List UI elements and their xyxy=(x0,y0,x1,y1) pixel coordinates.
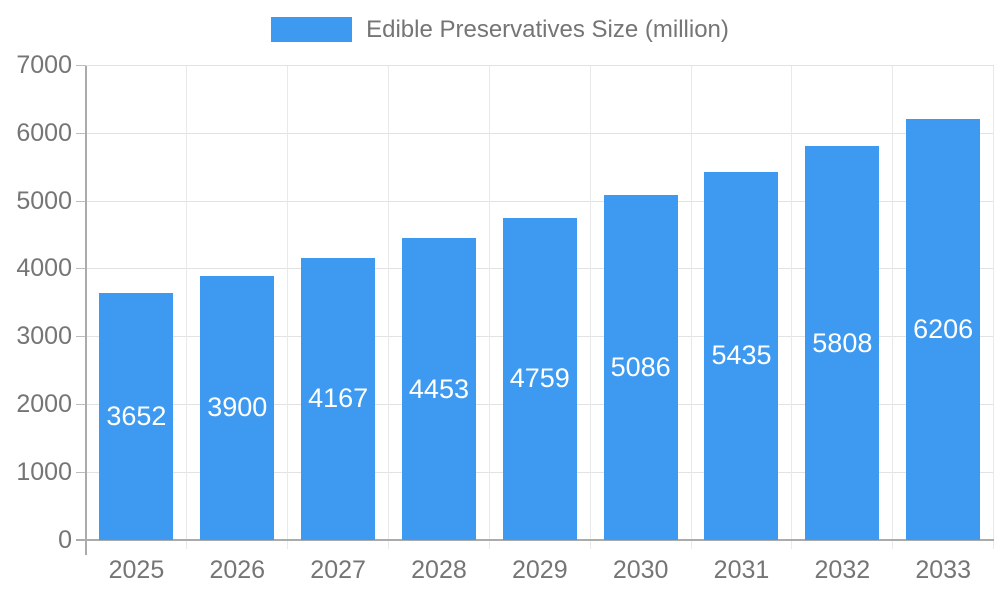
gridline-vertical xyxy=(791,65,793,549)
y-axis-tick-label: 2000 xyxy=(16,389,72,418)
y-axis-tick-label: 4000 xyxy=(16,254,72,283)
y-axis-tick-label: 3000 xyxy=(16,322,72,351)
y-axis-tick-label: 5000 xyxy=(16,186,72,215)
legend-swatch-icon xyxy=(271,17,353,42)
bar-value-label: 4453 xyxy=(408,373,469,404)
y-axis-tick xyxy=(76,336,86,338)
bar[interactable]: 4167 xyxy=(301,257,376,540)
gridline-vertical xyxy=(186,65,188,549)
bar-value-label: 5435 xyxy=(711,340,772,371)
bar-value-label: 4759 xyxy=(509,363,570,394)
y-axis-tick-label: 0 xyxy=(58,525,72,554)
gridline-horizontal xyxy=(86,65,994,67)
bar[interactable]: 3900 xyxy=(200,275,275,540)
gridline-horizontal xyxy=(86,200,994,202)
bar-value-label: 3652 xyxy=(106,400,167,431)
legend-item[interactable]: Edible Preservatives Size (million) xyxy=(271,17,729,42)
legend-label: Edible Preservatives Size (million) xyxy=(366,16,729,43)
gridline-vertical xyxy=(690,65,692,549)
y-axis-line xyxy=(85,65,87,555)
x-axis-tick-label: 2026 xyxy=(209,556,266,584)
x-axis-tick-label: 2031 xyxy=(713,556,770,584)
gridline-vertical xyxy=(287,65,289,549)
gridline-vertical xyxy=(892,65,894,549)
y-axis-tick xyxy=(76,200,86,202)
bar-value-label: 5086 xyxy=(610,352,671,383)
x-axis-tick-label: 2032 xyxy=(814,556,871,584)
gridline-horizontal xyxy=(86,132,994,134)
gridline-vertical xyxy=(589,65,591,549)
gridline-vertical xyxy=(388,65,390,549)
bar-value-label: 5808 xyxy=(812,327,873,358)
bar[interactable]: 5808 xyxy=(805,146,880,540)
bar-value-label: 6206 xyxy=(913,314,974,345)
bar[interactable]: 4759 xyxy=(502,217,577,540)
x-axis-tick-label: 2025 xyxy=(108,556,165,584)
x-axis-tick-label: 2030 xyxy=(612,556,669,584)
y-axis-tick-label: 7000 xyxy=(16,51,72,80)
bar[interactable]: 4453 xyxy=(401,238,476,540)
bar[interactable]: 3652 xyxy=(99,292,174,540)
y-axis-tick xyxy=(76,268,86,270)
x-axis-tick-label: 2027 xyxy=(310,556,366,584)
bar[interactable]: 6206 xyxy=(906,119,981,540)
y-axis-tick xyxy=(76,132,86,134)
y-axis-tick-label: 1000 xyxy=(16,457,72,486)
x-axis-tick-label: 2033 xyxy=(915,556,971,584)
bar-value-label: 3900 xyxy=(207,392,268,423)
bar[interactable]: 5086 xyxy=(603,195,678,540)
y-axis-tick xyxy=(76,471,86,473)
gridline-vertical xyxy=(993,65,995,549)
y-axis-tick xyxy=(76,403,86,405)
bar-value-label: 4167 xyxy=(308,383,369,414)
bar[interactable]: 5435 xyxy=(704,171,779,540)
y-axis-tick-label: 6000 xyxy=(16,118,72,147)
legend: Edible Preservatives Size (million) xyxy=(0,17,1000,42)
x-axis-tick-label: 2028 xyxy=(411,556,467,584)
x-axis-tick-label: 2029 xyxy=(511,556,568,584)
y-axis-tick xyxy=(76,65,86,67)
gridline-vertical xyxy=(488,65,490,549)
